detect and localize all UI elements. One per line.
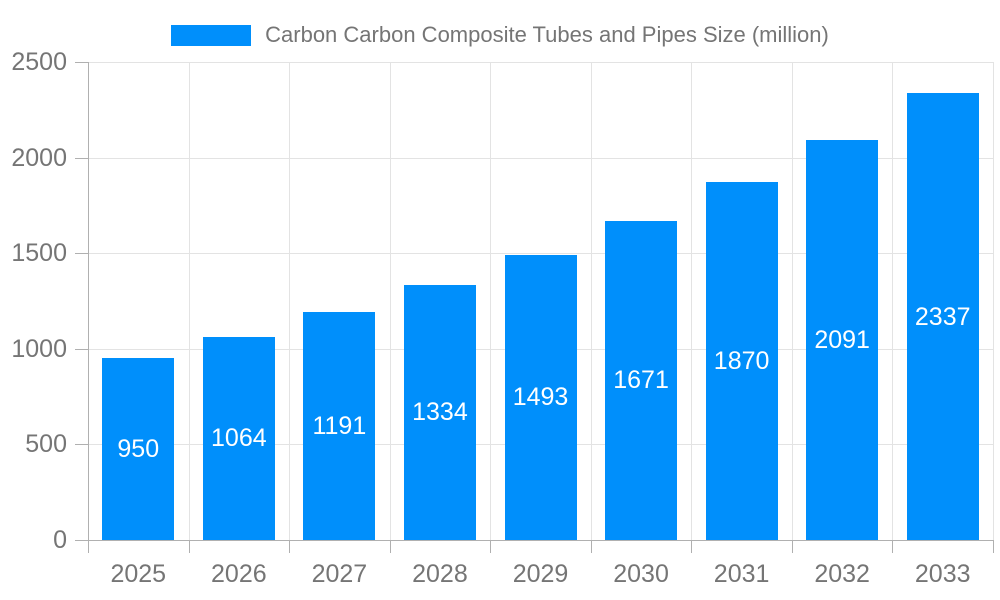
x-axis-tick <box>188 540 190 553</box>
x-axis-line <box>88 540 993 541</box>
x-axis-category-label: 2027 <box>311 560 368 588</box>
gridline-vertical <box>188 62 190 540</box>
bar <box>202 336 275 540</box>
bar-value-label: 1493 <box>512 383 569 412</box>
x-axis-category-label: 2026 <box>211 560 267 588</box>
bar <box>906 93 979 540</box>
legend-series-label[interactable]: Carbon Carbon Composite Tubes and Pipes … <box>265 22 829 47</box>
gridline-vertical <box>791 62 793 540</box>
gridline-horizontal <box>88 62 993 63</box>
bar-value-label: 950 <box>117 435 160 464</box>
x-axis-category-label: 2030 <box>613 560 669 588</box>
bar <box>504 254 577 540</box>
gridline-vertical <box>892 62 894 540</box>
chart-legend[interactable]: Carbon Carbon Composite Tubes and Pipes … <box>0 18 1000 52</box>
bar <box>605 220 678 540</box>
x-axis-tick <box>88 540 89 553</box>
y-axis-tick <box>75 253 88 255</box>
gridline-vertical <box>993 62 994 540</box>
y-axis-tick-label: 0 <box>53 526 67 554</box>
legend-marker-swatch[interactable] <box>171 24 252 46</box>
bar-value-label: 2337 <box>914 302 971 331</box>
x-axis-category-label: 2033 <box>914 560 971 588</box>
y-axis-tick-label: 500 <box>25 430 67 459</box>
bar <box>705 182 778 540</box>
y-axis-tick <box>75 62 88 63</box>
gridline-vertical <box>490 62 492 540</box>
bar-value-label: 1870 <box>713 347 770 376</box>
x-axis-tick <box>389 540 391 553</box>
gridline-vertical <box>289 62 291 540</box>
x-axis-tick <box>993 540 994 553</box>
y-axis-tick-label: 1000 <box>11 334 67 363</box>
gridline-vertical <box>691 62 693 540</box>
y-axis-tick <box>75 157 88 159</box>
x-axis-category-label: 2032 <box>814 560 870 588</box>
gridline-horizontal <box>88 253 993 255</box>
bar-value-label: 1191 <box>312 412 367 441</box>
x-axis-tick <box>590 540 592 553</box>
y-axis-tick-label: 2500 <box>11 48 67 76</box>
x-axis-tick <box>691 540 693 553</box>
gridline-vertical <box>590 62 592 540</box>
bar <box>102 358 175 540</box>
x-axis-category-label: 2029 <box>512 560 569 588</box>
bar <box>806 140 879 540</box>
x-axis-category-label: 2028 <box>412 560 468 588</box>
bar-value-label: 1671 <box>613 366 669 395</box>
bar-value-label: 1334 <box>412 398 468 427</box>
bar <box>303 312 376 540</box>
bar-value-label: 2091 <box>814 326 870 355</box>
y-axis-tick-label: 2000 <box>11 143 67 172</box>
gridline-vertical <box>389 62 391 540</box>
x-axis-category-label: 2025 <box>110 560 167 588</box>
x-axis-tick <box>791 540 793 553</box>
x-axis-tick <box>289 540 291 553</box>
y-axis-line <box>88 62 89 553</box>
bar <box>403 284 476 540</box>
x-axis-category-label: 2031 <box>713 560 770 588</box>
x-axis-tick <box>490 540 492 553</box>
gridline-horizontal <box>88 157 993 159</box>
y-axis-tick <box>75 444 88 446</box>
bar-value-label: 1064 <box>211 424 267 453</box>
y-axis-tick <box>75 348 88 350</box>
y-axis-tick <box>75 540 88 541</box>
x-axis-tick <box>892 540 894 553</box>
y-axis-tick-label: 1500 <box>11 239 67 268</box>
